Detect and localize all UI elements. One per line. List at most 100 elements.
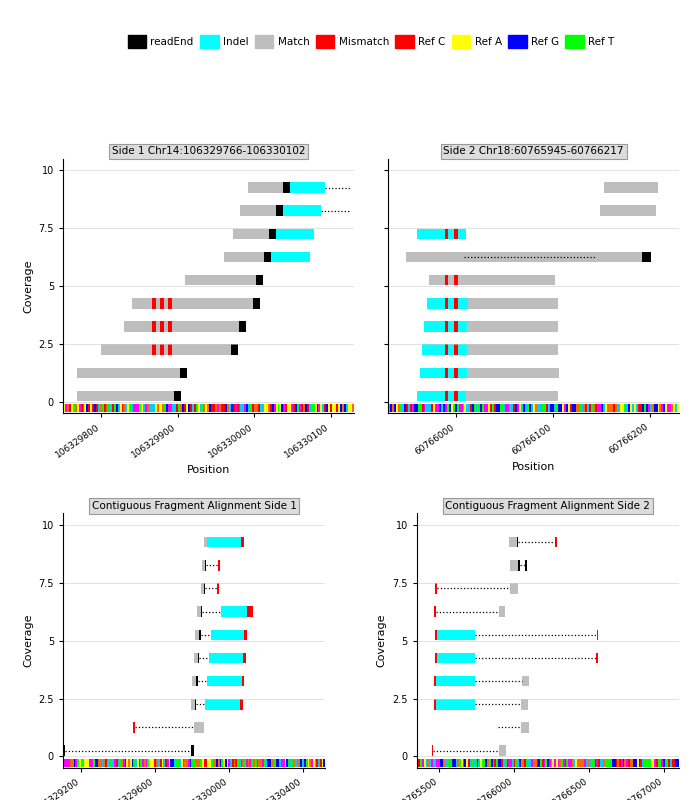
Bar — [235, 758, 237, 767]
Bar — [146, 758, 148, 767]
Bar — [284, 404, 286, 412]
Bar — [188, 758, 190, 767]
Bar — [610, 404, 612, 412]
Bar — [521, 404, 523, 412]
Bar — [76, 758, 77, 767]
Bar — [665, 404, 667, 412]
Bar — [580, 404, 582, 412]
Bar — [270, 404, 272, 412]
Bar — [77, 758, 79, 767]
Bar — [482, 404, 484, 412]
Bar — [83, 758, 84, 767]
Bar — [526, 758, 528, 767]
Bar — [240, 206, 279, 216]
Bar — [494, 404, 496, 412]
Bar — [424, 404, 426, 412]
Bar — [93, 758, 95, 767]
Bar — [289, 404, 291, 412]
Bar — [657, 404, 659, 412]
Bar — [656, 404, 657, 412]
Bar — [427, 298, 558, 309]
Bar — [473, 404, 474, 412]
Bar — [276, 404, 277, 412]
Bar — [70, 758, 72, 767]
Bar — [106, 404, 108, 412]
Bar — [596, 758, 598, 767]
Bar — [346, 404, 348, 412]
Bar — [589, 758, 591, 767]
Bar — [334, 404, 336, 412]
Bar — [509, 537, 517, 547]
Bar — [538, 758, 540, 767]
Bar — [484, 758, 486, 767]
Bar — [211, 758, 213, 767]
Bar — [253, 758, 255, 767]
Bar — [456, 404, 459, 412]
Bar — [227, 758, 228, 767]
Bar — [102, 758, 104, 767]
Bar — [292, 758, 293, 767]
Bar — [311, 758, 313, 767]
Bar — [437, 653, 475, 663]
Bar — [183, 758, 184, 767]
Bar — [116, 404, 118, 412]
Bar — [598, 758, 600, 767]
Bar — [501, 404, 503, 412]
Bar — [219, 404, 221, 412]
Bar — [71, 404, 73, 412]
Bar — [249, 758, 251, 767]
Bar — [241, 758, 242, 767]
Bar — [537, 404, 538, 412]
Bar — [300, 758, 302, 767]
Bar — [452, 758, 454, 767]
Bar — [277, 404, 279, 412]
Bar — [192, 404, 194, 412]
Bar — [274, 404, 276, 412]
Bar — [572, 404, 574, 412]
Bar — [417, 758, 419, 767]
Bar — [145, 404, 147, 412]
Bar — [456, 758, 457, 767]
Bar — [468, 404, 470, 412]
Bar — [85, 404, 86, 412]
Bar — [264, 252, 310, 262]
Bar — [517, 404, 519, 412]
Bar — [133, 404, 135, 412]
Bar — [566, 404, 568, 412]
Bar — [297, 758, 299, 767]
Bar — [600, 758, 601, 767]
Bar — [88, 404, 90, 412]
Bar — [202, 560, 205, 570]
Bar — [77, 390, 176, 402]
Bar — [98, 404, 100, 412]
Bar — [241, 404, 242, 412]
Bar — [470, 758, 471, 767]
Bar — [389, 404, 391, 412]
Bar — [221, 606, 247, 617]
Bar — [616, 758, 617, 767]
Bar — [531, 404, 533, 412]
Bar — [510, 560, 518, 570]
Bar — [474, 404, 476, 412]
Bar — [94, 758, 97, 767]
Bar — [307, 404, 309, 412]
Bar — [112, 404, 113, 412]
Bar — [554, 758, 556, 767]
Bar — [597, 404, 599, 412]
Bar — [505, 404, 508, 412]
Bar — [217, 583, 219, 594]
Bar — [336, 404, 338, 412]
Bar — [108, 404, 110, 412]
Bar — [563, 758, 565, 767]
Bar — [113, 404, 116, 412]
Bar — [110, 404, 112, 412]
Bar — [306, 758, 307, 767]
Bar — [320, 758, 321, 767]
Bar — [454, 368, 458, 378]
Bar — [190, 758, 191, 767]
Bar — [198, 653, 199, 663]
Bar — [204, 537, 207, 547]
Bar — [239, 758, 241, 767]
Bar — [86, 404, 88, 412]
Bar — [499, 746, 506, 756]
